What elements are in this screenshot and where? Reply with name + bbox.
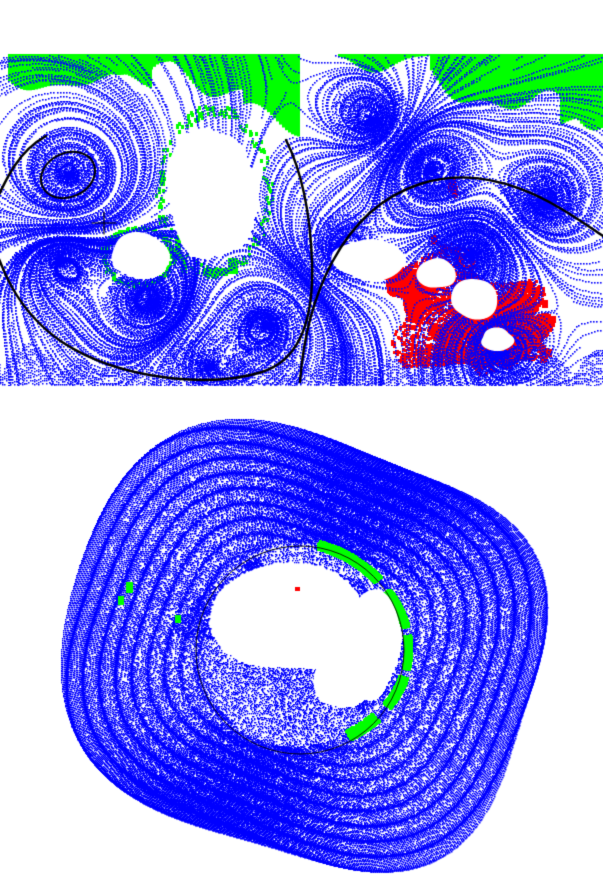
- polar-projection-canvas: [0, 400, 603, 879]
- cylindrical-projection-panel: [0, 0, 603, 400]
- cylindrical-projection-canvas: [0, 0, 603, 400]
- polar-projection-panel: [0, 400, 603, 879]
